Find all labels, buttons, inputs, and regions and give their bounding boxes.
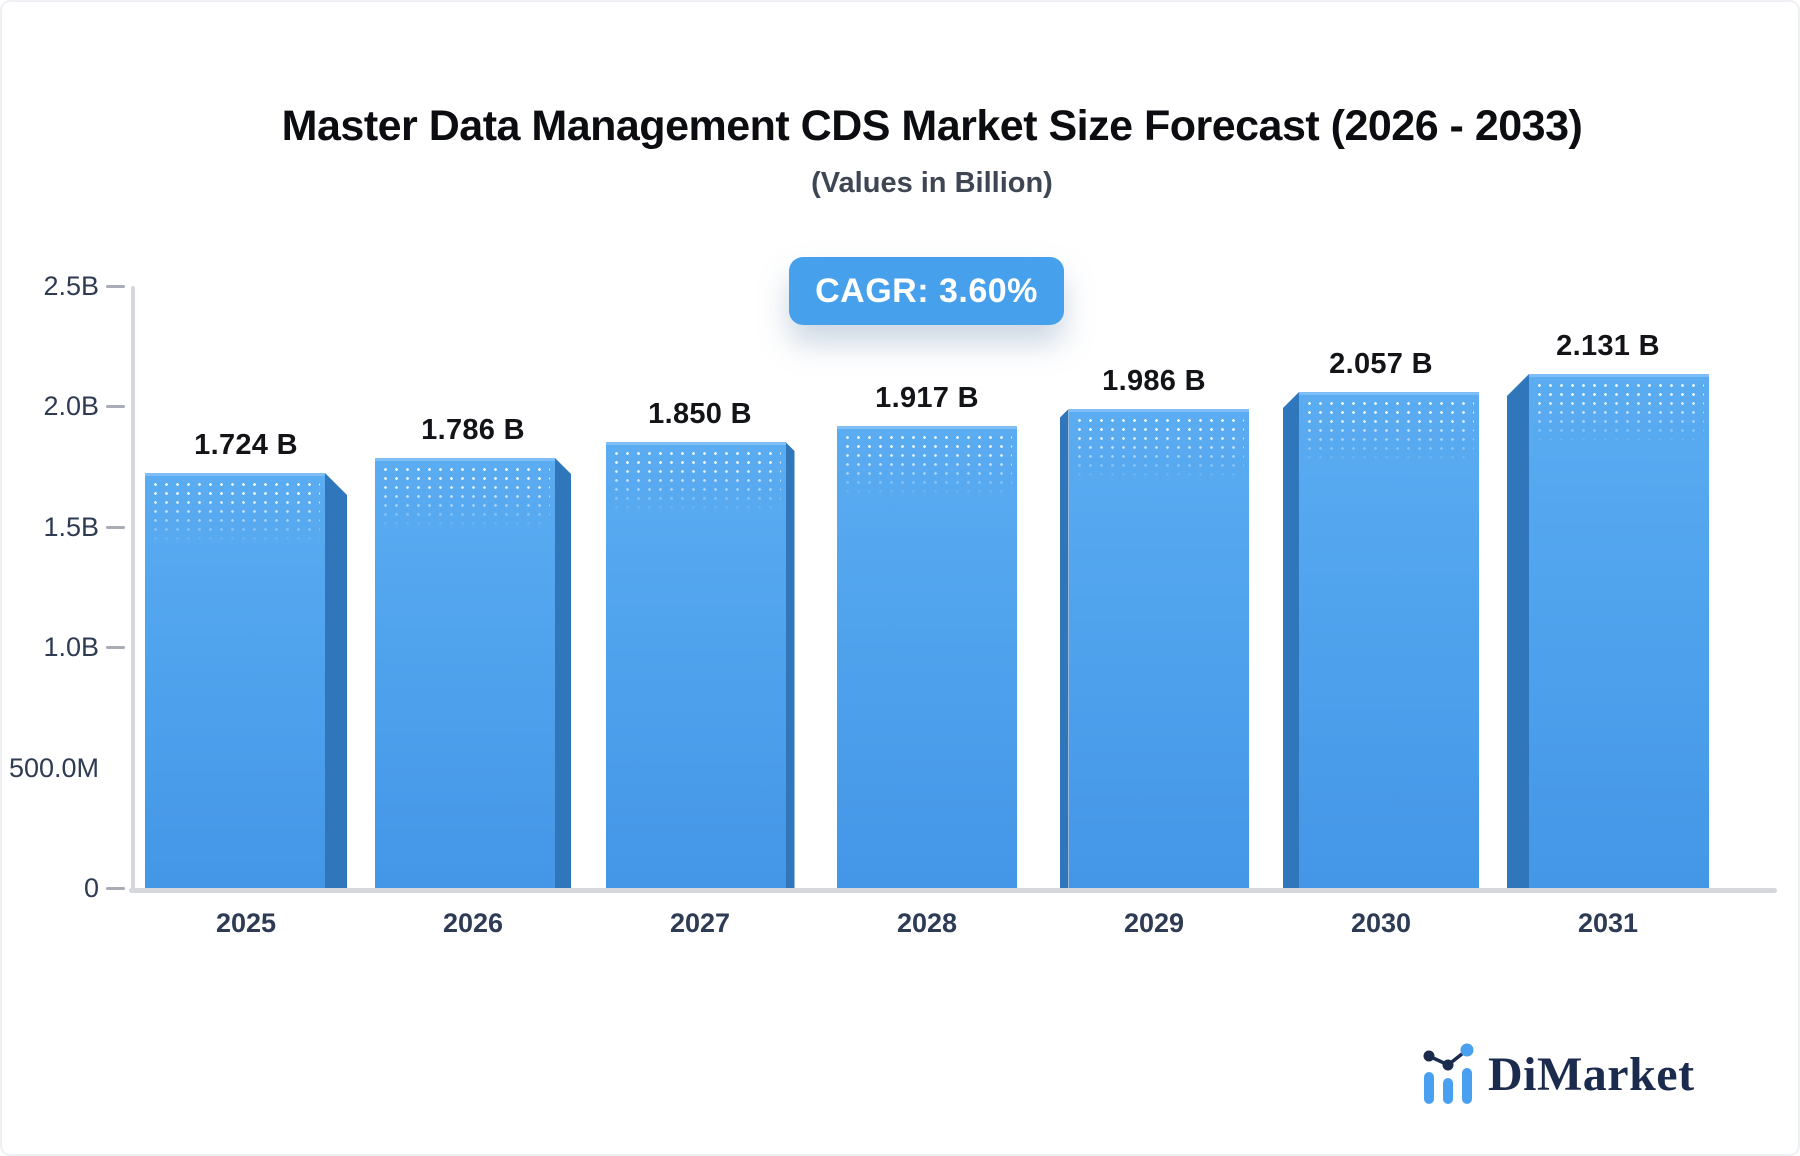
- x-axis-year-label: 2026: [442, 908, 504, 938]
- x-axis-year-label: 2028: [896, 908, 958, 938]
- y-axis-tick-label: 2.0B: [43, 391, 99, 421]
- cagr-badge: CAGR: 3.60%: [789, 257, 1064, 325]
- cagr-badge-label: CAGR: 3.60%: [815, 271, 1038, 310]
- y-axis-tick-label: 2.5B: [43, 270, 99, 301]
- y-axis-tick-mark: [106, 525, 125, 529]
- bar-value-label: 1.917 B: [875, 382, 979, 414]
- bar-value-label: 1.986 B: [1102, 365, 1206, 397]
- bar-column-2025[interactable]: [145, 473, 347, 888]
- page-subtitle: (Values in Billion): [811, 167, 1053, 199]
- x-axis-year-label: 2031: [1577, 908, 1639, 938]
- bar-value-label: 1.724 B: [194, 429, 298, 461]
- x-axis-year-label: 2029: [1123, 908, 1185, 938]
- bar-column-2031[interactable]: [1507, 374, 1709, 888]
- x-axis-year-label: 2025: [215, 908, 277, 938]
- page-title: Master Data Management CDS Market Size F…: [281, 102, 1583, 150]
- x-axis-year-label: 2030: [1350, 908, 1412, 938]
- bar-face-2027[interactable]: [605, 442, 786, 888]
- bar-value-label: 1.786 B: [421, 414, 525, 446]
- y-axis-tick-mark: [106, 887, 125, 890]
- bar-column-2026[interactable]: [375, 458, 571, 888]
- y-axis-tick-label: 0: [83, 873, 99, 903]
- dimarket-logo-icon: [1423, 1043, 1474, 1104]
- bar-face-2030[interactable]: [1299, 392, 1479, 888]
- bar-face-2029[interactable]: [1068, 409, 1249, 888]
- bar-3d-side-2031: [1507, 374, 1529, 888]
- y-axis-tick-mark: [106, 284, 125, 288]
- bar-3d-side-2026: [555, 458, 571, 888]
- bar-3d-side-2030: [1283, 392, 1299, 888]
- bar-column-2028[interactable]: [837, 426, 1017, 888]
- chart-header: Master Data Management CDS Market Size F…: [62, 102, 1798, 200]
- bar-column-2029[interactable]: [1059, 409, 1249, 888]
- bar-face-2028[interactable]: [837, 426, 1017, 888]
- bar-face-2026[interactable]: [375, 458, 555, 888]
- y-axis-tick-label: 1.0B: [43, 632, 99, 662]
- y-axis-line: [131, 286, 135, 893]
- y-axis-tick-mark: [106, 646, 125, 649]
- x-axis-year-label: 2027: [669, 908, 731, 938]
- y-axis-tick-mark: [106, 405, 125, 408]
- x-axis-baseline: [129, 888, 1777, 893]
- bar-column-2027[interactable]: [605, 442, 795, 888]
- bar-3d-side-2027: [785, 442, 795, 888]
- bar-value-label: 1.850 B: [648, 398, 752, 430]
- bar-column-2030[interactable]: [1283, 392, 1479, 888]
- bar-face-2025[interactable]: [145, 473, 325, 888]
- bar-3d-side-2025: [325, 473, 347, 888]
- bar-value-label: 2.131 B: [1556, 330, 1660, 362]
- dimarket-logo-text: DiMarket: [1488, 1047, 1695, 1101]
- bar-face-2031[interactable]: [1529, 374, 1709, 888]
- bar-value-label: 2.057 B: [1329, 348, 1433, 380]
- dimarket-logo: DiMarket: [1422, 1042, 1695, 1106]
- y-axis-tick-label: 500.0M: [8, 752, 99, 783]
- y-axis-tick-label: 1.5B: [43, 511, 99, 542]
- bar-3d-side-2029: [1059, 409, 1069, 888]
